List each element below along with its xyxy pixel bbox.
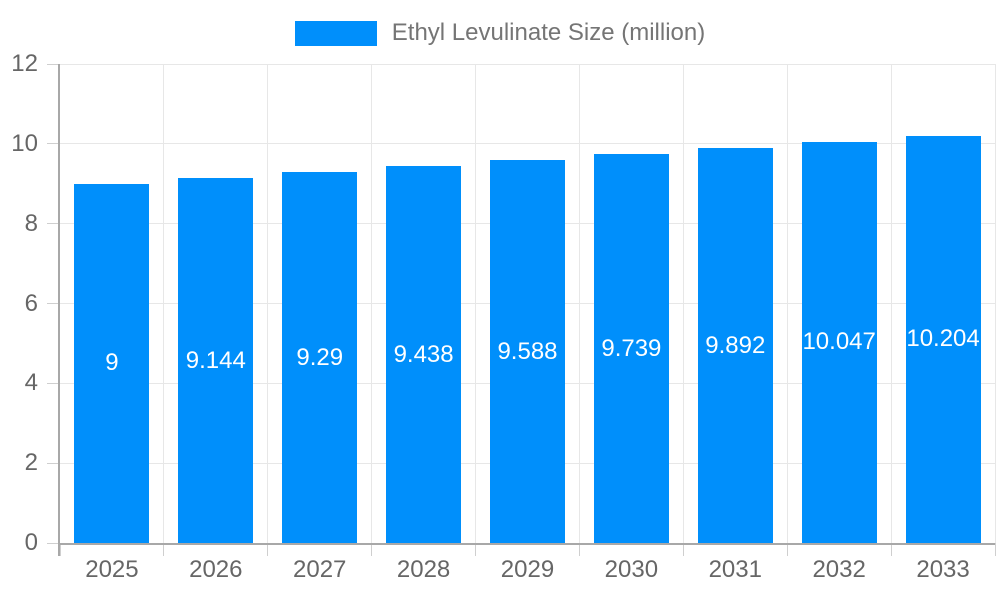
bar-value-label: 9	[105, 349, 119, 377]
x-axis-line	[58, 543, 995, 545]
bar	[282, 172, 358, 543]
gridline-vertical	[994, 64, 996, 543]
bar	[386, 166, 462, 543]
gridline-vertical	[371, 64, 373, 543]
gridline-vertical	[682, 64, 684, 543]
x-axis-label: 2026	[189, 556, 243, 583]
x-axis-label: 2031	[708, 556, 762, 583]
bar	[490, 160, 565, 543]
x-axis-tick	[890, 543, 892, 556]
legend-item[interactable]: Ethyl Levulinate Size (million)	[0, 18, 1000, 48]
gridline-horizontal	[60, 63, 995, 65]
x-axis-tick	[994, 543, 996, 556]
bar	[74, 183, 150, 543]
gridline-vertical	[578, 64, 580, 543]
y-axis-tick	[47, 63, 60, 65]
y-axis-tick	[47, 542, 60, 544]
y-axis-tick	[47, 382, 60, 384]
bar	[697, 148, 773, 543]
gridline-horizontal	[60, 143, 995, 145]
x-axis-tick	[59, 543, 61, 556]
bar	[905, 135, 981, 543]
bar-value-label: 9.588	[497, 337, 558, 365]
y-axis-label: 6	[24, 289, 38, 317]
y-axis-label: 4	[24, 369, 38, 397]
x-axis-tick	[475, 543, 477, 556]
bar-value-label: 9.739	[601, 334, 662, 362]
x-axis-label: 2025	[85, 556, 139, 583]
bar-value-label: 9.144	[185, 346, 246, 374]
y-axis-label: 2	[24, 449, 38, 477]
bar-value-label: 9.29	[296, 343, 344, 371]
y-axis-tick	[47, 143, 60, 145]
bar-value-label: 9.892	[705, 331, 766, 359]
x-axis-tick	[578, 543, 580, 556]
y-axis-tick	[47, 462, 60, 464]
bar-value-label: 10.204	[906, 325, 980, 353]
x-axis-label: 2033	[916, 556, 970, 583]
bar	[801, 141, 877, 543]
bar	[593, 154, 669, 543]
x-axis-tick	[786, 543, 788, 556]
x-axis-label: 2027	[293, 556, 347, 583]
gridline-vertical	[786, 64, 788, 543]
x-axis-label: 2030	[604, 556, 659, 583]
bar-value-label: 9.438	[393, 340, 454, 368]
gridline-vertical	[267, 64, 269, 543]
y-axis-label: 0	[24, 529, 38, 556]
x-axis-label: 2032	[812, 556, 866, 583]
y-axis-label: 8	[24, 209, 38, 237]
x-axis-label: 2028	[396, 556, 451, 583]
legend-swatch	[294, 20, 377, 46]
y-axis-line	[58, 64, 60, 556]
y-axis-tick	[47, 223, 60, 225]
x-axis-label: 2029	[500, 556, 555, 583]
x-axis-tick	[682, 543, 684, 556]
bar-value-label: 10.047	[802, 328, 876, 356]
gridline-vertical	[890, 64, 892, 543]
bar	[178, 178, 254, 543]
gridline-vertical	[475, 64, 477, 543]
x-axis-tick	[163, 543, 165, 556]
y-axis-label: 10	[11, 129, 38, 157]
gridline-vertical	[163, 64, 165, 543]
x-axis-tick	[267, 543, 269, 556]
legend-label: Ethyl Levulinate Size (million)	[391, 19, 706, 46]
y-axis-tick	[47, 303, 60, 304]
y-axis-label: 12	[11, 50, 38, 77]
x-axis-tick	[371, 543, 373, 556]
